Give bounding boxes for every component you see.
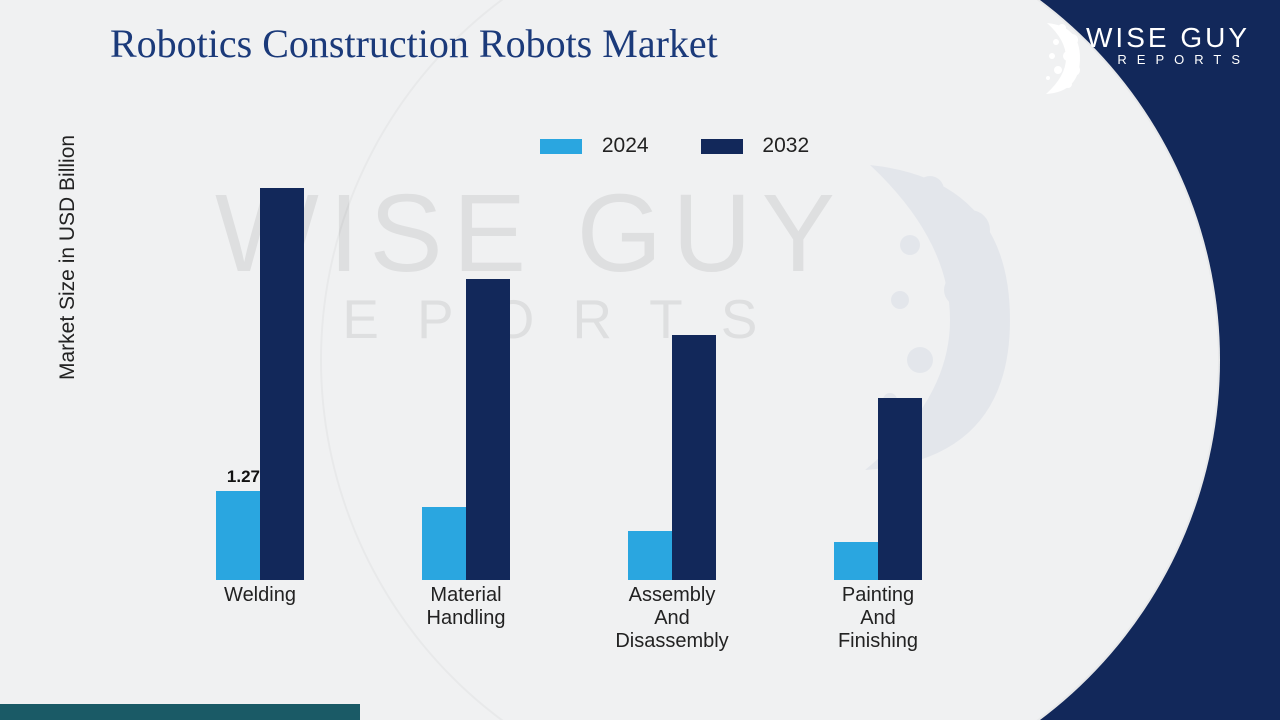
legend-item-2024: 2024 bbox=[540, 134, 649, 158]
chart-area: Market Size in USD Billion 2024 2032 1.2… bbox=[70, 130, 950, 650]
plot-area: 1.27WeldingMaterialHandlingAssemblyAndDi… bbox=[120, 160, 940, 580]
x-axis-label: AssemblyAndDisassembly bbox=[582, 580, 762, 653]
bar-2024 bbox=[628, 531, 672, 580]
legend: 2024 2032 bbox=[540, 134, 809, 158]
legend-item-2032: 2032 bbox=[701, 134, 810, 158]
brand-head-icon bbox=[1012, 18, 1082, 98]
x-axis-label: Welding bbox=[170, 580, 350, 607]
bar-2024 bbox=[834, 542, 878, 581]
legend-label-2024: 2024 bbox=[602, 134, 649, 157]
x-axis-label: PaintingAndFinishing bbox=[788, 580, 968, 653]
bar-2032 bbox=[672, 335, 716, 580]
bar-2024 bbox=[422, 507, 466, 581]
bar-2024 bbox=[216, 491, 260, 580]
bar-value-label: 1.27 bbox=[227, 467, 260, 487]
stage: WISE GUY REPORTS Robotics Construction R… bbox=[0, 0, 1280, 720]
legend-label-2032: 2032 bbox=[762, 134, 809, 157]
y-axis-label: Market Size in USD Billion bbox=[56, 135, 80, 380]
legend-swatch-2024 bbox=[540, 139, 582, 154]
brand-logo: WISE GUY REPORTS bbox=[1086, 22, 1250, 67]
brand-line2: REPORTS bbox=[1086, 52, 1250, 67]
bar-2032 bbox=[466, 279, 510, 580]
brand-line1: WISE GUY bbox=[1086, 22, 1250, 54]
x-axis-label: MaterialHandling bbox=[376, 580, 556, 630]
chart-title: Robotics Construction Robots Market bbox=[110, 20, 718, 67]
legend-swatch-2032 bbox=[701, 139, 743, 154]
bar-2032 bbox=[260, 188, 304, 580]
bar-2032 bbox=[878, 398, 922, 580]
bottom-accent-strip bbox=[0, 704, 360, 720]
